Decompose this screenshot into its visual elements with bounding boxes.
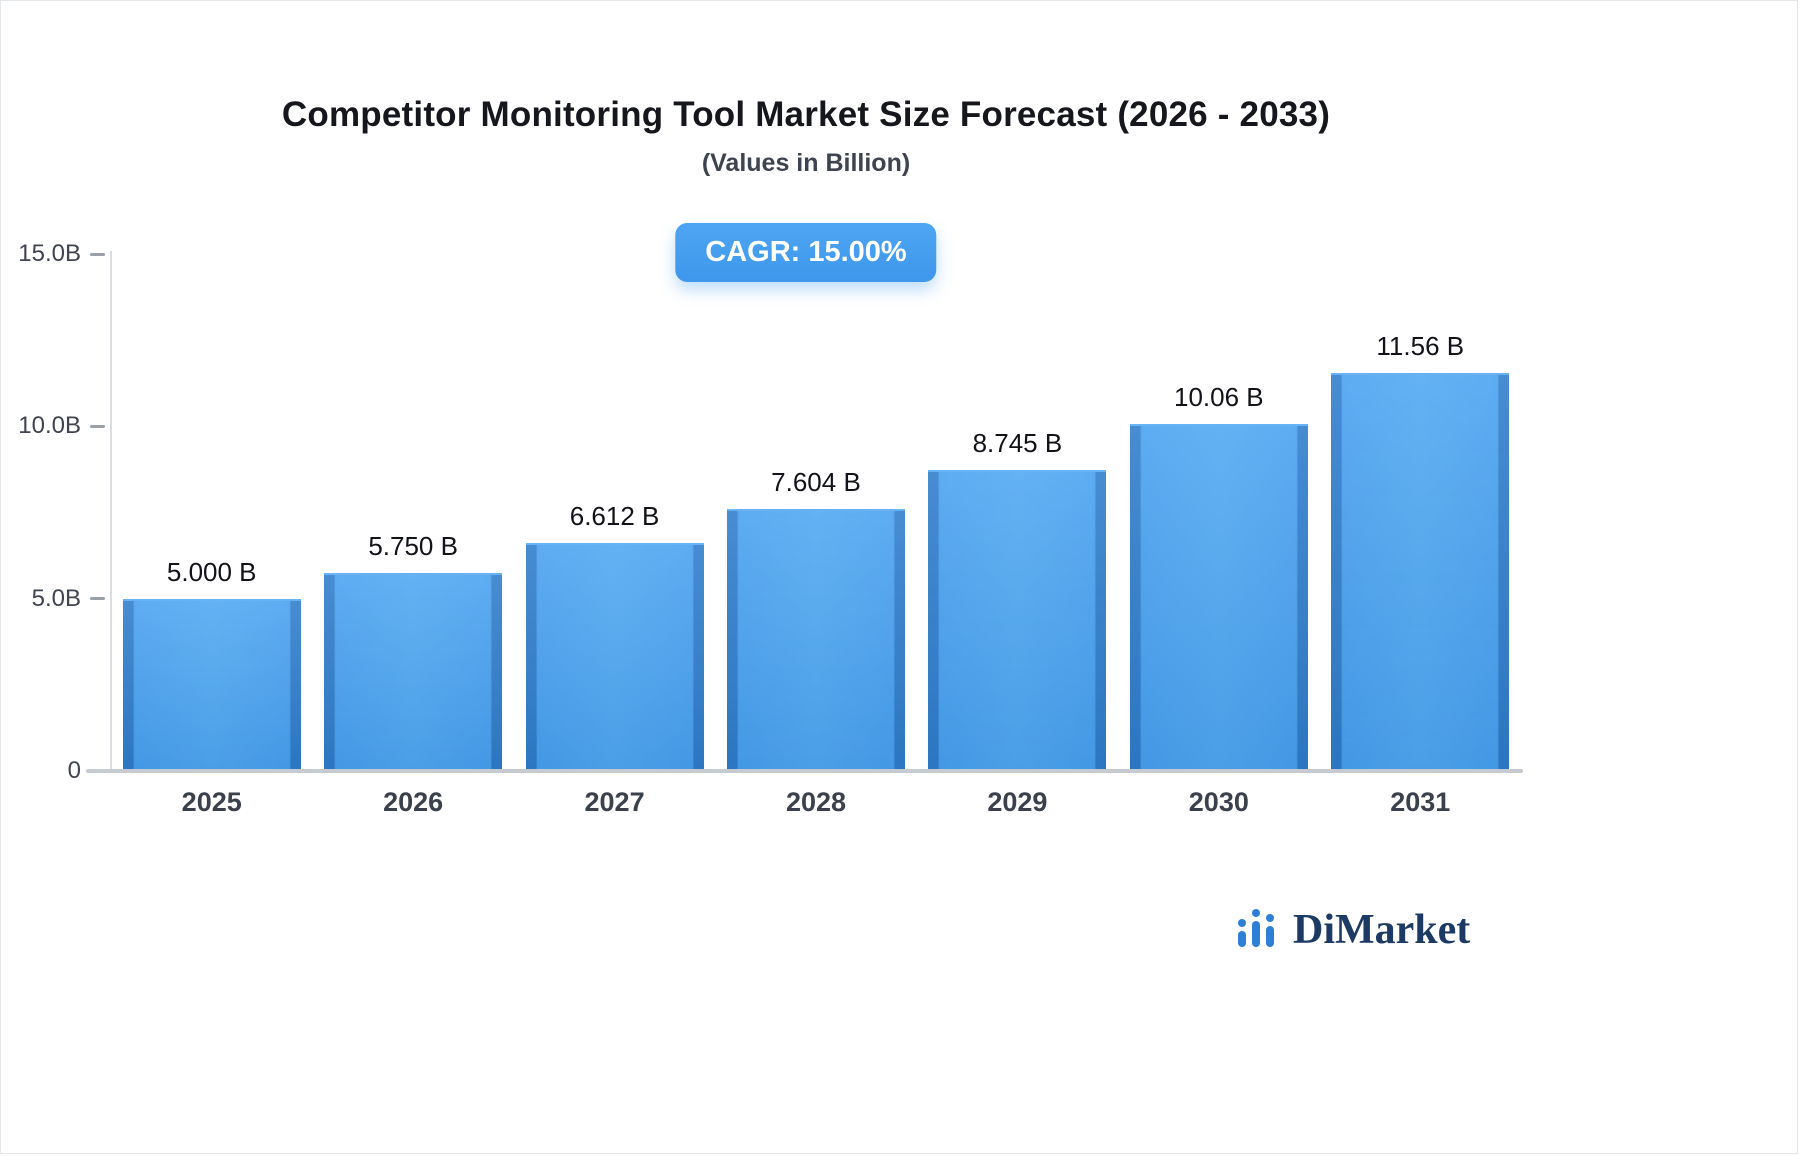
x-axis-label: 2031	[1390, 787, 1451, 817]
y-axis-tick: 15.0B	[1, 240, 105, 268]
y-axis-tick: 5.0B	[1, 585, 105, 613]
bar-slot: 7.604 B	[715, 254, 916, 771]
y-axis-label: 15.0B	[18, 240, 81, 267]
x-axis-label: 2025	[181, 787, 242, 817]
brand-logo: DiMarket	[1231, 901, 1470, 953]
bar-slot: 5.000 B	[111, 254, 312, 771]
bar-slot: 5.750 B	[312, 254, 513, 771]
y-axis-line	[110, 251, 112, 771]
y-axis-label: 0	[67, 757, 81, 784]
bar	[1331, 372, 1510, 771]
bar-slot: 10.06 B	[1118, 254, 1319, 771]
chart-title: Competitor Monitoring Tool Market Size F…	[281, 95, 1331, 134]
x-axis-line	[86, 769, 1523, 773]
bar	[1129, 424, 1308, 771]
y-axis-label: 10.0B	[18, 412, 81, 440]
brand-name: DiMarket	[1293, 906, 1471, 953]
bar-value-label: 5.000 B	[166, 556, 257, 587]
bar	[324, 572, 503, 771]
x-axis: 2025 2026 2027 2028 2029 2030 2031	[111, 787, 1521, 818]
plot-area: 5.000 B 5.750 B 6.612 B 7.604 B 8.745 B 10.06…	[111, 254, 1521, 771]
bar-value-label: 10.06 B	[1174, 382, 1264, 413]
y-tick-mark	[90, 252, 105, 256]
y-axis-tick: 10.0B	[1, 412, 105, 440]
bar	[525, 543, 704, 771]
bar-chart-icon	[1238, 909, 1274, 947]
x-axis-label: 2028	[785, 787, 847, 817]
bar	[928, 469, 1107, 771]
x-axis-label: 2027	[584, 787, 645, 817]
y-tick-mark	[90, 424, 105, 428]
x-axis-label: 2026	[383, 787, 444, 817]
bar-slot: 6.612 B	[514, 254, 715, 771]
bar-slot: 8.745 B	[917, 254, 1118, 771]
x-axis-label: 2029	[987, 787, 1048, 817]
bar-value-label: 6.612 B	[569, 501, 660, 532]
bar	[726, 508, 905, 771]
y-axis: 15.0B 10.0B 5.0B 0	[1, 240, 105, 784]
chart-subtitle: (Values in Billion)	[701, 149, 911, 177]
bar-value-label: 5.750 B	[368, 530, 458, 561]
bar-value-label: 8.745 B	[972, 427, 1063, 458]
bar	[122, 598, 301, 771]
bar-slot: 11.56 B	[1320, 254, 1521, 771]
bar-value-label: 7.604 B	[771, 466, 861, 497]
y-tick-mark	[90, 597, 105, 601]
cagr-badge: CAGR: 15.00%	[675, 223, 937, 282]
y-axis-label: 5.0B	[31, 584, 81, 612]
cagr-badge-label: CAGR: 15.00%	[705, 236, 907, 268]
x-axis-label: 2030	[1188, 787, 1249, 817]
bar-value-label: 11.56 B	[1376, 330, 1465, 361]
